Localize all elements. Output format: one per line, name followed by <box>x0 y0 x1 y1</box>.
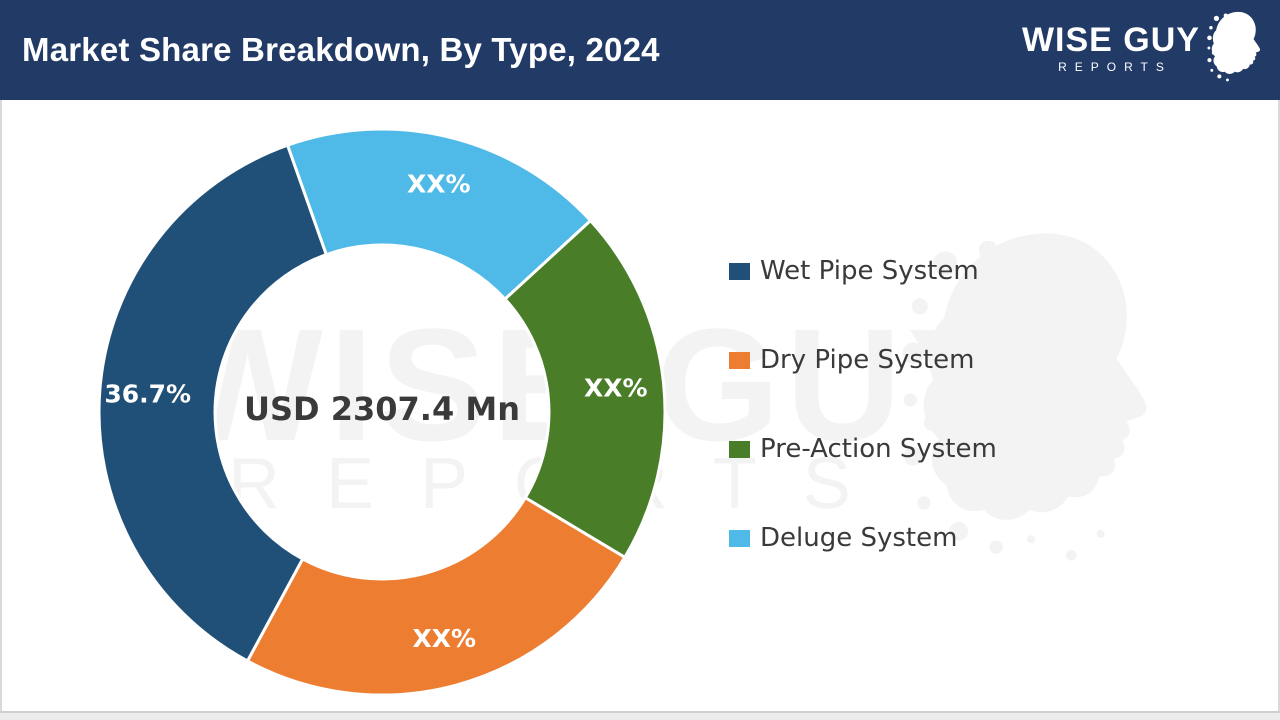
watermark-face-icon <box>902 233 1147 561</box>
legend-swatch <box>729 262 750 280</box>
logo-reports-text: REPORTS <box>1058 60 1172 75</box>
page-title: Market Share Breakdown, By Type, 2024 <box>22 31 660 68</box>
legend-label: Pre-Action System <box>760 434 997 464</box>
donut-segment-dry-pipe-system <box>245 495 627 697</box>
legend-swatch <box>729 351 750 369</box>
right-border <box>1278 100 1280 712</box>
logo-name-text: WISE GUY <box>1021 20 1200 59</box>
header: Market Share Breakdown, By Type, 2024 WI… <box>0 0 1280 100</box>
donut-segment-wet-pipe-system <box>97 143 329 664</box>
legend-swatch <box>729 529 750 547</box>
segment-value-label: XX% <box>584 374 648 403</box>
footer-strip <box>0 711 1280 720</box>
legend-item-deluge-system: Deluge System <box>729 523 997 553</box>
donut-segment-deluge-system <box>285 127 593 302</box>
segment-value-label: 36.7% <box>104 379 191 408</box>
donut-segment-pre-action-system <box>502 218 667 560</box>
left-border <box>0 100 2 712</box>
chart-center-value: USD 2307.4 Mn <box>244 390 520 428</box>
legend-item-pre-action-system: Pre-Action System <box>729 434 997 464</box>
legend-swatch <box>729 440 750 458</box>
brand-logo: WISE GUY REPORTS <box>1022 10 1264 86</box>
segment-value-label: XX% <box>412 624 476 653</box>
legend-item-wet-pipe-system: Wet Pipe System <box>729 256 997 286</box>
legend: Wet Pipe System Dry Pipe System Pre-Action… <box>729 256 997 612</box>
legend-label: Wet Pipe System <box>760 256 979 286</box>
legend-item-dry-pipe-system: Dry Pipe System <box>729 345 997 375</box>
segment-value-label: XX% <box>407 169 471 198</box>
logo-face-icon <box>1207 11 1261 82</box>
legend-label: Dry Pipe System <box>760 345 975 375</box>
legend-label: Deluge System <box>760 523 958 553</box>
donut-chart: XX% XX% XX% 36.7% <box>97 127 667 697</box>
